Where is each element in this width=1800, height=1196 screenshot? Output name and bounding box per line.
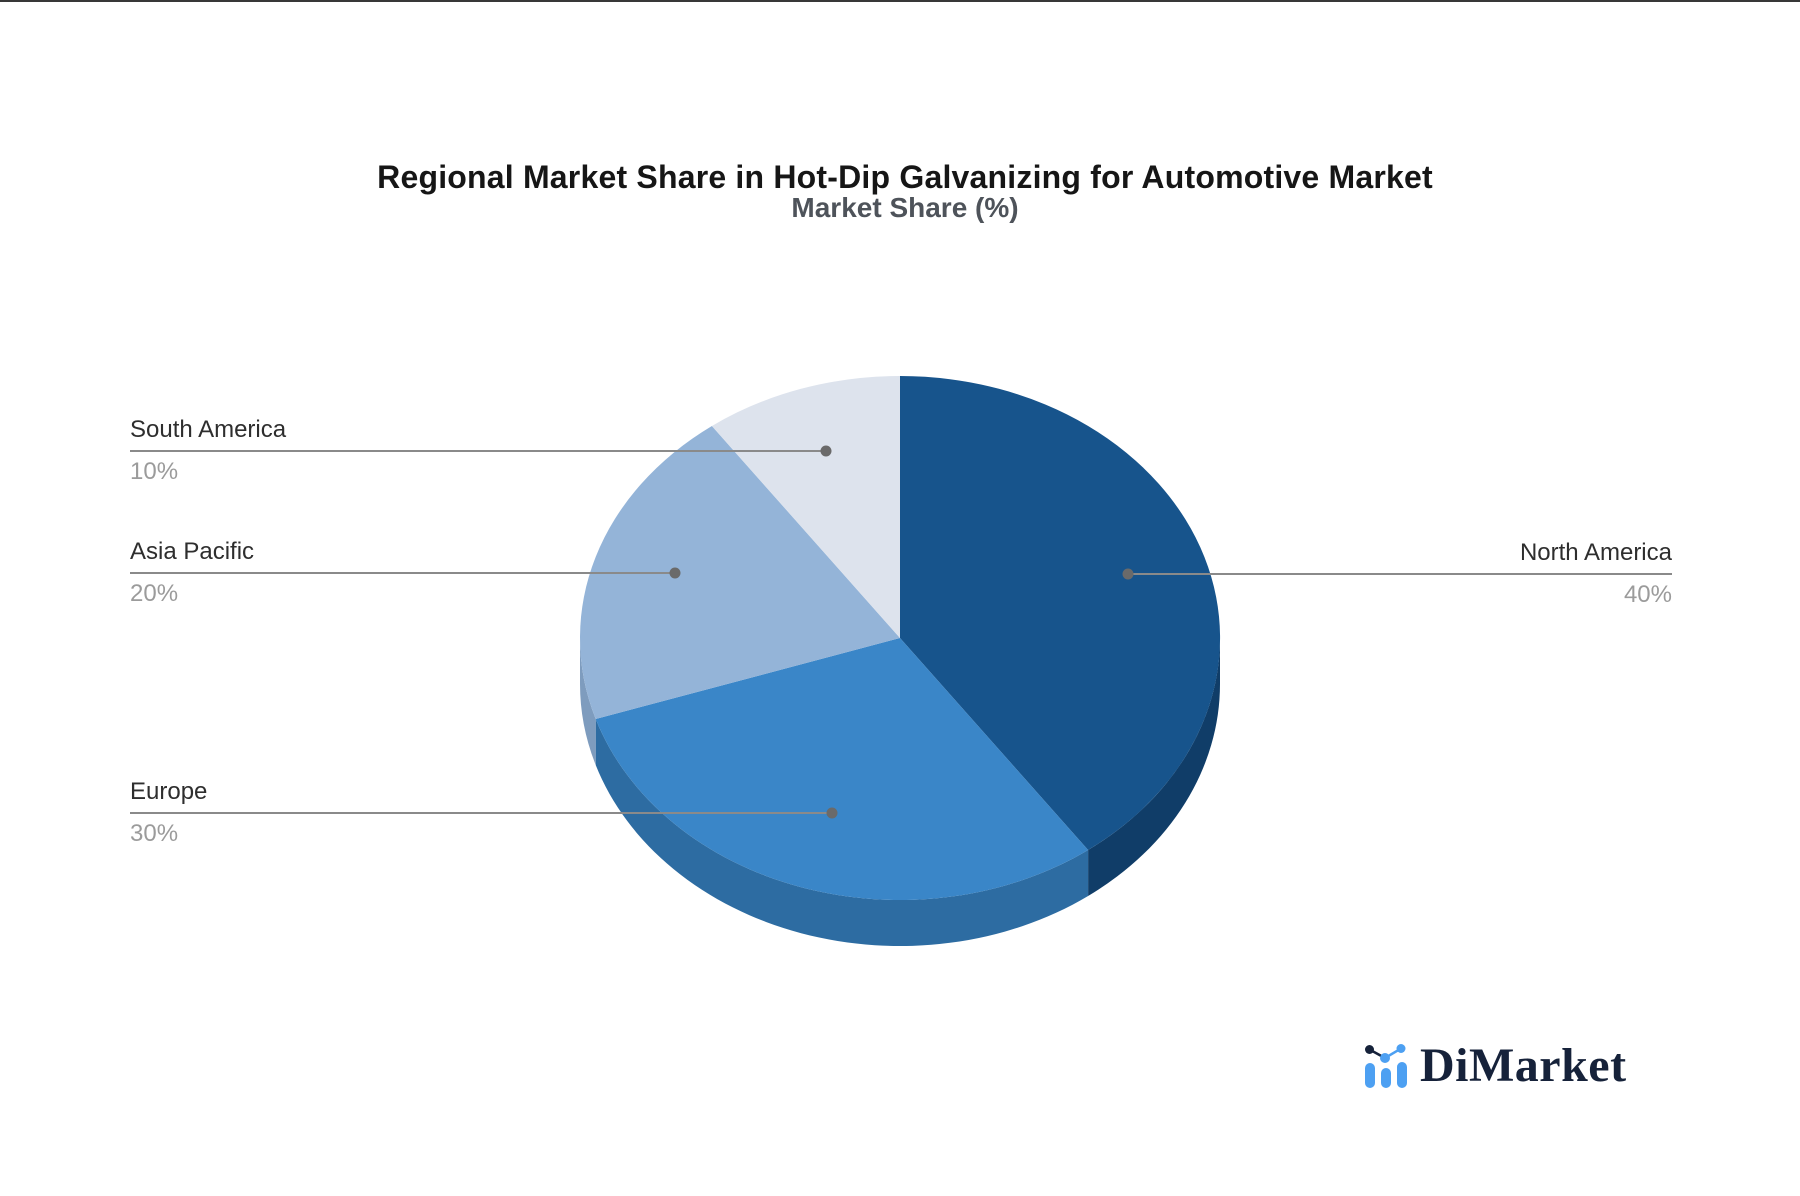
brand-logo: DiMarket: [1362, 1040, 1627, 1091]
leader-dot-south-america: [820, 445, 832, 457]
pie-slice-south-america[interactable]: [711, 375, 900, 638]
pie-slice-side-europe: [595, 719, 1089, 947]
slice-value-south-america: 10%: [130, 458, 179, 485]
pie-slice-europe[interactable]: [595, 638, 1089, 901]
leader-dot-north-america: [1122, 568, 1134, 580]
bar-line-chart-icon: [1365, 1044, 1407, 1088]
slice-label-north-america: North America: [1519, 539, 1672, 566]
slice-label-south-america: South America: [130, 416, 287, 443]
chart-subtitle: Market Share (%): [791, 192, 1019, 223]
pie-slice-side-asia-pacific: [580, 638, 596, 765]
pie-slice-asia-pacific[interactable]: [580, 426, 900, 719]
pie-slice-north-america[interactable]: [900, 376, 1221, 850]
slice-value-north-america: 40%: [1623, 581, 1672, 608]
leader-dot-asia-pacific: [669, 567, 681, 579]
chart-title: Regional Market Share in Hot-Dip Galvani…: [377, 159, 1433, 196]
brand-name: DiMarket: [1420, 1039, 1627, 1092]
slice-label-europe: Europe: [130, 778, 208, 805]
leader-dot-europe: [826, 807, 838, 819]
slice-value-europe: 30%: [130, 820, 179, 847]
pie-slice-side-north-america: [1088, 638, 1220, 896]
slice-value-asia-pacific: 20%: [130, 580, 179, 607]
slice-label-asia-pacific: Asia Pacific: [130, 538, 255, 565]
window-top-edge: [0, 0, 1800, 2]
